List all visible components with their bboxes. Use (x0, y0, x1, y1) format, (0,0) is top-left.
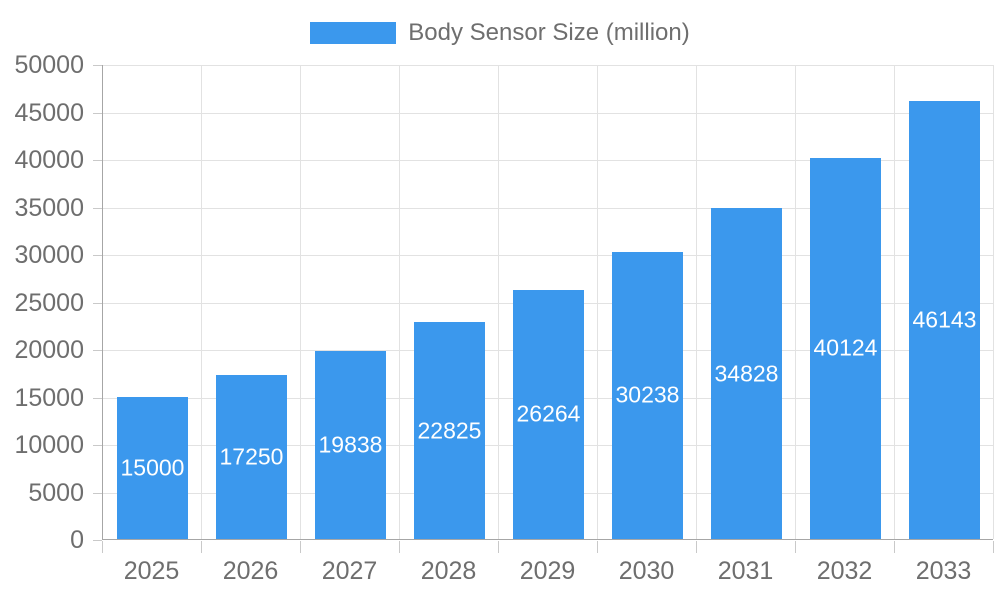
y-axis-label: 5000 (28, 478, 84, 507)
y-axis-label: 20000 (14, 336, 84, 364)
bar-value-label: 17250 (219, 443, 284, 470)
x-axis-label: 2029 (519, 557, 576, 585)
x-axis-label: 2033 (915, 557, 972, 585)
plot-area: 15000 17250 19838 22825 26264 30238 34828 40124… (102, 65, 994, 540)
y-axis-tick (93, 160, 102, 161)
y-axis-label: 10000 (14, 431, 84, 459)
bar-value-label: 19838 (318, 431, 383, 458)
y-axis-tick (93, 492, 102, 494)
bar-value-label: 34828 (714, 360, 779, 387)
bar-2026[interactable]: 17250 (216, 375, 287, 539)
y-axis-tick (93, 255, 102, 256)
x-axis-tick (102, 541, 103, 553)
x-axis-tick (201, 541, 202, 553)
y-axis-tick (93, 350, 102, 351)
bar-value-label: 26264 (516, 400, 581, 427)
x-axis-tick (993, 541, 994, 553)
x-axis-tick (300, 541, 301, 553)
x-axis-label: 2032 (816, 557, 873, 585)
y-axis-tick (93, 112, 102, 114)
bar-value-label: 22825 (417, 417, 482, 444)
y-gridline (103, 255, 993, 256)
legend-swatch (310, 22, 397, 44)
bar-value-label: 40124 (813, 334, 878, 361)
bar-2028[interactable]: 22825 (414, 322, 485, 539)
bar-2027[interactable]: 19838 (315, 350, 386, 539)
x-gridline (399, 65, 400, 539)
y-axis-label: 0 (70, 526, 84, 554)
y-axis-tick (93, 302, 102, 304)
x-axis-label: 2031 (717, 557, 774, 585)
legend-label: Body Sensor Size (million) (408, 19, 690, 46)
legend-item[interactable]: Body Sensor Size (million) (0, 20, 1000, 46)
bar-2029[interactable]: 26264 (513, 289, 584, 539)
y-axis-label: 45000 (14, 98, 84, 127)
x-axis-tick (597, 541, 598, 553)
x-axis-label: 2030 (618, 557, 675, 585)
bar-2033[interactable]: 46143 (909, 100, 980, 539)
y-axis-label: 25000 (14, 288, 84, 317)
bar-2030[interactable]: 30238 (612, 251, 683, 539)
y-gridline (103, 65, 993, 66)
y-axis-label: 15000 (14, 383, 84, 412)
bar-2025[interactable]: 15000 (117, 396, 188, 539)
x-axis-tick (894, 541, 895, 553)
bar-2031[interactable]: 34828 (711, 208, 782, 539)
x-gridline (696, 65, 697, 539)
y-gridline (103, 160, 993, 161)
y-axis-tick (93, 65, 102, 66)
x-axis-label: 2027 (321, 557, 378, 585)
bar-2032[interactable]: 40124 (810, 157, 881, 539)
y-axis-tick (93, 397, 102, 399)
y-axis-label: 35000 (14, 193, 84, 222)
x-gridline (894, 65, 895, 539)
bar-value-label: 30238 (615, 381, 680, 408)
x-axis-tick (795, 541, 796, 553)
x-axis-label: 2026 (222, 557, 279, 585)
x-axis-tick (399, 541, 400, 553)
x-axis-label: 2025 (123, 557, 180, 585)
x-axis-tick (696, 541, 697, 553)
x-gridline (498, 65, 499, 539)
y-axis-tick (93, 445, 102, 446)
y-gridline (103, 207, 993, 209)
y-axis-label: 50000 (14, 51, 84, 79)
x-axis-label: 2028 (420, 557, 477, 585)
x-gridline (795, 65, 796, 539)
x-gridline (201, 65, 202, 539)
y-axis-tick (93, 207, 102, 209)
x-gridline (993, 65, 994, 539)
x-gridline (597, 65, 598, 539)
x-gridline (300, 65, 301, 539)
x-axis-tick (498, 541, 499, 553)
bar-value-label: 46143 (912, 306, 977, 333)
y-axis-label: 40000 (14, 146, 84, 174)
y-axis-label: 30000 (14, 241, 84, 269)
bar-value-label: 15000 (120, 454, 185, 481)
y-axis-tick (93, 540, 102, 541)
y-gridline (103, 112, 993, 114)
